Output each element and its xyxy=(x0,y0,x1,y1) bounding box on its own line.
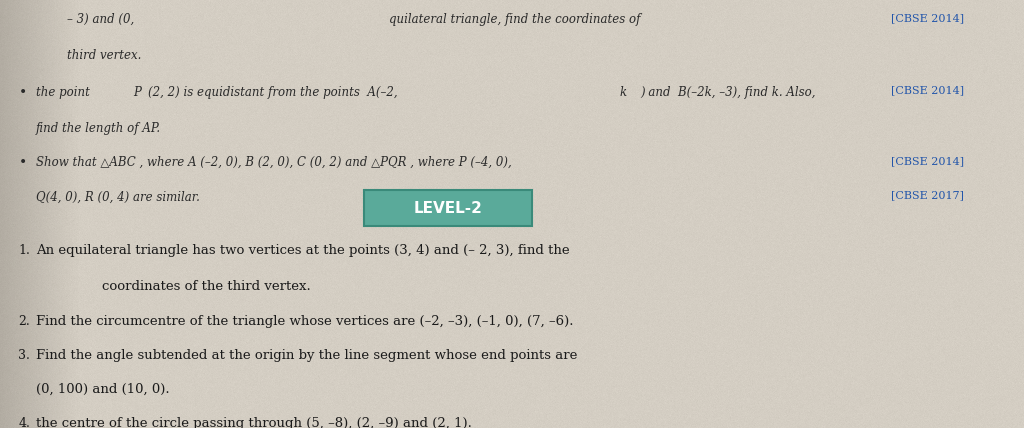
Text: Find the circumcentre of the triangle whose vertices are (–2, –3), (–1, 0), (7, : Find the circumcentre of the triangle wh… xyxy=(36,315,573,327)
Text: ) and  B(–2k, –3), find k. Also,: ) and B(–2k, –3), find k. Also, xyxy=(640,86,815,98)
FancyBboxPatch shape xyxy=(364,190,532,226)
Text: find the length of AP.: find the length of AP. xyxy=(36,122,161,135)
Text: coordinates of the third vertex.: coordinates of the third vertex. xyxy=(102,280,311,293)
Text: P: P xyxy=(133,86,141,98)
Text: quilateral triangle, find the coordinates of: quilateral triangle, find the coordinate… xyxy=(389,13,641,26)
Text: [CBSE 2014]: [CBSE 2014] xyxy=(891,86,964,95)
Text: (2, 2) is equidistant from the points  A(–2,: (2, 2) is equidistant from the points A(… xyxy=(148,86,398,98)
Text: – 3) and (0,: – 3) and (0, xyxy=(67,13,134,26)
Text: the centre of the circle passing through (5, –8), (2, –9) and (2, 1).: the centre of the circle passing through… xyxy=(36,417,472,428)
Text: 3.: 3. xyxy=(18,349,31,362)
Text: •: • xyxy=(18,156,27,170)
Text: •: • xyxy=(18,86,27,100)
Text: LEVEL-2: LEVEL-2 xyxy=(414,200,482,216)
Text: [CBSE 2014]: [CBSE 2014] xyxy=(891,13,964,23)
Text: the point: the point xyxy=(36,86,90,98)
Text: k: k xyxy=(620,86,627,98)
Text: [CBSE 2014]: [CBSE 2014] xyxy=(891,156,964,166)
Text: [CBSE 2017]: [CBSE 2017] xyxy=(891,190,964,200)
Text: 4.: 4. xyxy=(18,417,31,428)
Text: 2.: 2. xyxy=(18,315,30,327)
Text: Q(4, 0), R (0, 4) are similar.: Q(4, 0), R (0, 4) are similar. xyxy=(36,190,200,203)
Text: 1.: 1. xyxy=(18,244,31,257)
Text: (0, 100) and (10, 0).: (0, 100) and (10, 0). xyxy=(36,383,169,396)
Text: An equilateral triangle has two vertices at the points (3, 4) and (– 2, 3), find: An equilateral triangle has two vertices… xyxy=(36,244,569,257)
Text: third vertex.: third vertex. xyxy=(67,49,141,62)
Text: Show that △ABC , where A (–2, 0), B (2, 0), C (0, 2) and △PQR , where P (–4, 0),: Show that △ABC , where A (–2, 0), B (2, … xyxy=(36,156,512,169)
Text: Find the angle subtended at the origin by the line segment whose end points are: Find the angle subtended at the origin b… xyxy=(36,349,578,362)
